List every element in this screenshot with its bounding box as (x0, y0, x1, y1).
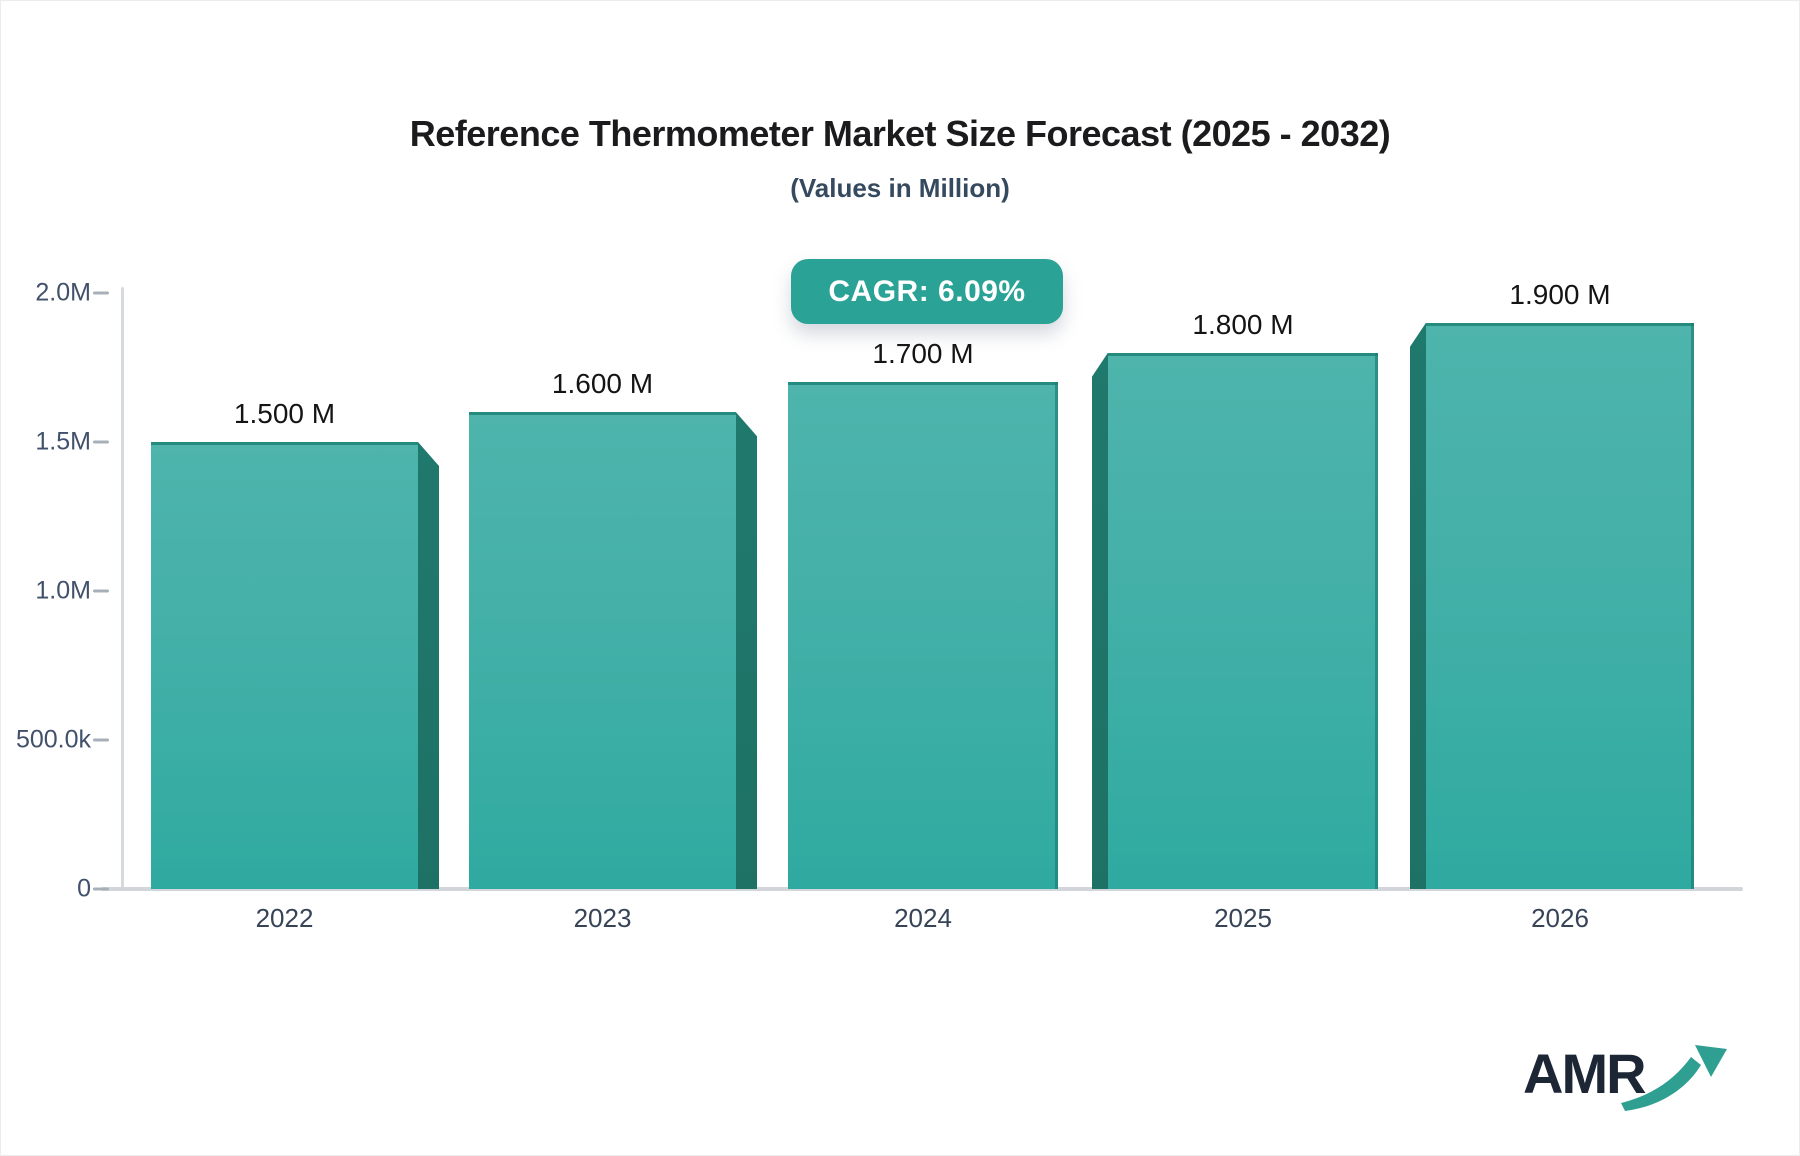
brand-logo: AMR (1523, 1027, 1733, 1123)
y-axis-tick-label: 2.0M (35, 278, 91, 307)
bar-side-face (1092, 352, 1108, 889)
page-title: Reference Thermometer Market Size Foreca… (409, 113, 1391, 154)
bar-side-face (736, 412, 757, 889)
bar (1108, 352, 1378, 889)
bar (788, 382, 1058, 889)
bar (1426, 322, 1694, 889)
bar (151, 442, 418, 889)
x-axis-category-label: 2026 (1531, 903, 1589, 933)
y-axis-line (121, 287, 124, 891)
brand-logo-text: AMR (1523, 1042, 1647, 1105)
chart-subtitle: (Values in Million) (790, 173, 1010, 203)
y-axis-tick-mark (93, 887, 109, 891)
cagr-badge: CAGR: 6.09% (791, 259, 1063, 324)
bar-side-face (418, 442, 439, 889)
bar-value-label: 1.600 M (551, 368, 654, 400)
bar-value-label: 1.500 M (233, 398, 336, 429)
cagr-badge-label: CAGR: 6.09% (828, 274, 1026, 308)
bar-value-label: 1.800 M (1192, 308, 1294, 340)
x-axis-baseline (101, 887, 1743, 891)
x-axis-category-label: 2022 (255, 903, 314, 933)
growth-arrow-icon (1621, 1045, 1727, 1111)
y-axis-tick-mark (93, 291, 109, 295)
y-axis-tick-label: 0 (77, 874, 91, 903)
bar-side-face (1410, 322, 1426, 889)
y-axis-tick-label: 1.5M (35, 427, 91, 456)
x-axis-category-label: 2025 (1214, 903, 1272, 933)
bar-value-label: 1.900 M (1509, 278, 1611, 310)
y-axis-tick-label: 500.0k (15, 725, 91, 754)
bar-value-label: 1.700 M (872, 338, 974, 370)
y-axis-tick-mark (93, 440, 109, 444)
x-axis-category-label: 2023 (573, 903, 632, 933)
bar (469, 412, 736, 889)
y-axis-tick-mark (93, 738, 109, 742)
y-axis-tick-mark (93, 589, 109, 593)
x-axis-category-label: 2024 (894, 903, 952, 933)
y-axis-tick-label: 1.0M (35, 576, 91, 605)
